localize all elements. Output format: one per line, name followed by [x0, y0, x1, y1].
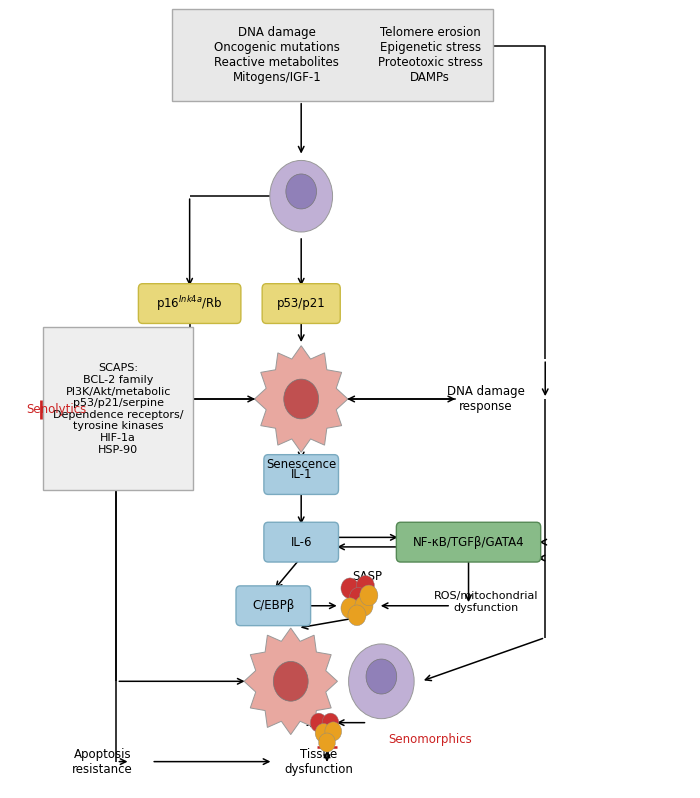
- FancyBboxPatch shape: [262, 284, 340, 323]
- Text: NF-κB/TGFβ/GATA4: NF-κB/TGFβ/GATA4: [413, 535, 524, 549]
- FancyBboxPatch shape: [236, 586, 311, 626]
- Text: Tissue
dysfunction: Tissue dysfunction: [284, 748, 353, 776]
- Text: DNA damage
response: DNA damage response: [447, 385, 525, 413]
- Text: p53/p21: p53/p21: [276, 297, 326, 310]
- Circle shape: [322, 713, 339, 733]
- Circle shape: [355, 595, 373, 616]
- Circle shape: [366, 659, 397, 694]
- Text: SASP: SASP: [352, 571, 382, 583]
- Circle shape: [360, 585, 378, 606]
- FancyBboxPatch shape: [172, 10, 493, 101]
- Circle shape: [318, 733, 335, 752]
- Circle shape: [270, 160, 332, 232]
- Circle shape: [284, 379, 318, 419]
- Polygon shape: [244, 628, 337, 735]
- Circle shape: [315, 724, 332, 742]
- Text: SCAPS:
BCL-2 family
PI3K/Akt/metabolic
p53/p21/serpine
Dependence receptors/
tyr: SCAPS: BCL-2 family PI3K/Akt/metabolic p…: [53, 363, 183, 455]
- Text: Telomere erosion
Epigenetic stress
Proteotoxic stress
DAMPs: Telomere erosion Epigenetic stress Prote…: [378, 26, 482, 84]
- Circle shape: [286, 174, 316, 209]
- Text: ROS/mitochondrial
dysfunction: ROS/mitochondrial dysfunction: [434, 591, 538, 613]
- Text: IL-6: IL-6: [290, 535, 312, 549]
- Text: IL-1: IL-1: [290, 468, 312, 481]
- Circle shape: [325, 722, 342, 741]
- Circle shape: [273, 662, 308, 701]
- Text: C/EBPβ: C/EBPβ: [252, 599, 295, 612]
- FancyBboxPatch shape: [396, 522, 540, 562]
- Text: p16$^{Ink4a}$/Rb: p16$^{Ink4a}$/Rb: [157, 294, 223, 313]
- Text: Senescence: Senescence: [266, 458, 336, 471]
- Text: Senolytics: Senolytics: [26, 403, 86, 416]
- FancyBboxPatch shape: [264, 455, 339, 495]
- FancyBboxPatch shape: [43, 327, 193, 491]
- FancyBboxPatch shape: [139, 284, 241, 323]
- FancyBboxPatch shape: [264, 522, 339, 562]
- Circle shape: [310, 713, 327, 733]
- Circle shape: [341, 578, 359, 598]
- Text: Apoptosis
resistance: Apoptosis resistance: [72, 748, 133, 776]
- Circle shape: [341, 598, 359, 618]
- Circle shape: [349, 644, 414, 719]
- Polygon shape: [255, 346, 348, 452]
- Text: Senomorphics: Senomorphics: [389, 733, 472, 746]
- Circle shape: [349, 587, 368, 608]
- Circle shape: [356, 575, 374, 596]
- Circle shape: [348, 605, 366, 626]
- Text: DNA damage
Oncogenic mutations
Reactive metabolites
Mitogens/IGF-1: DNA damage Oncogenic mutations Reactive …: [214, 26, 340, 84]
